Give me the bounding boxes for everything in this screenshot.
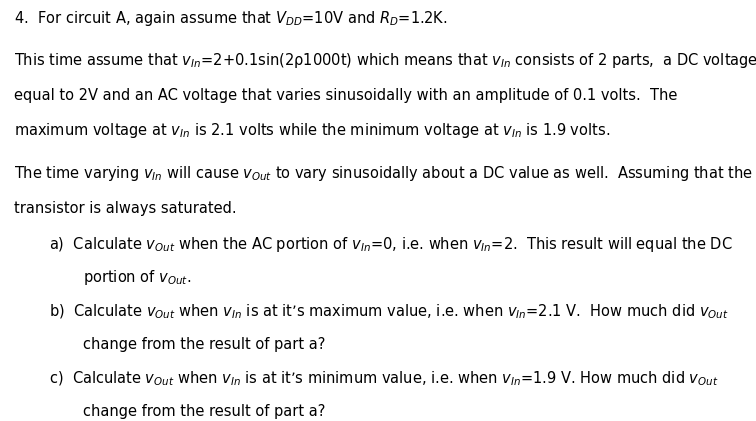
- Text: c)  Calculate $v_{Out}$ when $v_{In}$ is at it’s minimum value, i.e. when $v_{In: c) Calculate $v_{Out}$ when $v_{In}$ is …: [49, 369, 719, 388]
- Text: a)  Calculate $v_{Out}$ when the AC portion of $v_{In}$=0, i.e. when $v_{In}$=2.: a) Calculate $v_{Out}$ when the AC porti…: [49, 235, 733, 254]
- Text: 4.  For circuit A, again assume that $V_{DD}$=10V and $R_{D}$=1.2K.: 4. For circuit A, again assume that $V_{…: [14, 9, 447, 28]
- Text: b)  Calculate $v_{Out}$ when $v_{In}$ is at it’s maximum value, i.e. when $v_{In: b) Calculate $v_{Out}$ when $v_{In}$ is …: [49, 303, 729, 321]
- Text: change from the result of part a?: change from the result of part a?: [83, 337, 326, 352]
- Text: equal to 2V and an AC voltage that varies sinusoidally with an amplitude of 0.1 : equal to 2V and an AC voltage that varie…: [14, 88, 677, 103]
- Text: change from the result of part a?: change from the result of part a?: [83, 403, 326, 418]
- Text: This time assume that $v_{In}$=2+0.1sin(2ρ1000t) which means that $v_{In}$ consi: This time assume that $v_{In}$=2+0.1sin(…: [14, 51, 756, 70]
- Text: The time varying $v_{In}$ will cause $v_{Out}$ to vary sinusoidally about a DC v: The time varying $v_{In}$ will cause $v_…: [14, 164, 752, 183]
- Text: maximum voltage at $v_{In}$ is 2.1 volts while the minimum voltage at $v_{In}$ i: maximum voltage at $v_{In}$ is 2.1 volts…: [14, 121, 610, 140]
- Text: transistor is always saturated.: transistor is always saturated.: [14, 200, 236, 216]
- Text: portion of $v_{Out}$.: portion of $v_{Out}$.: [83, 268, 191, 287]
